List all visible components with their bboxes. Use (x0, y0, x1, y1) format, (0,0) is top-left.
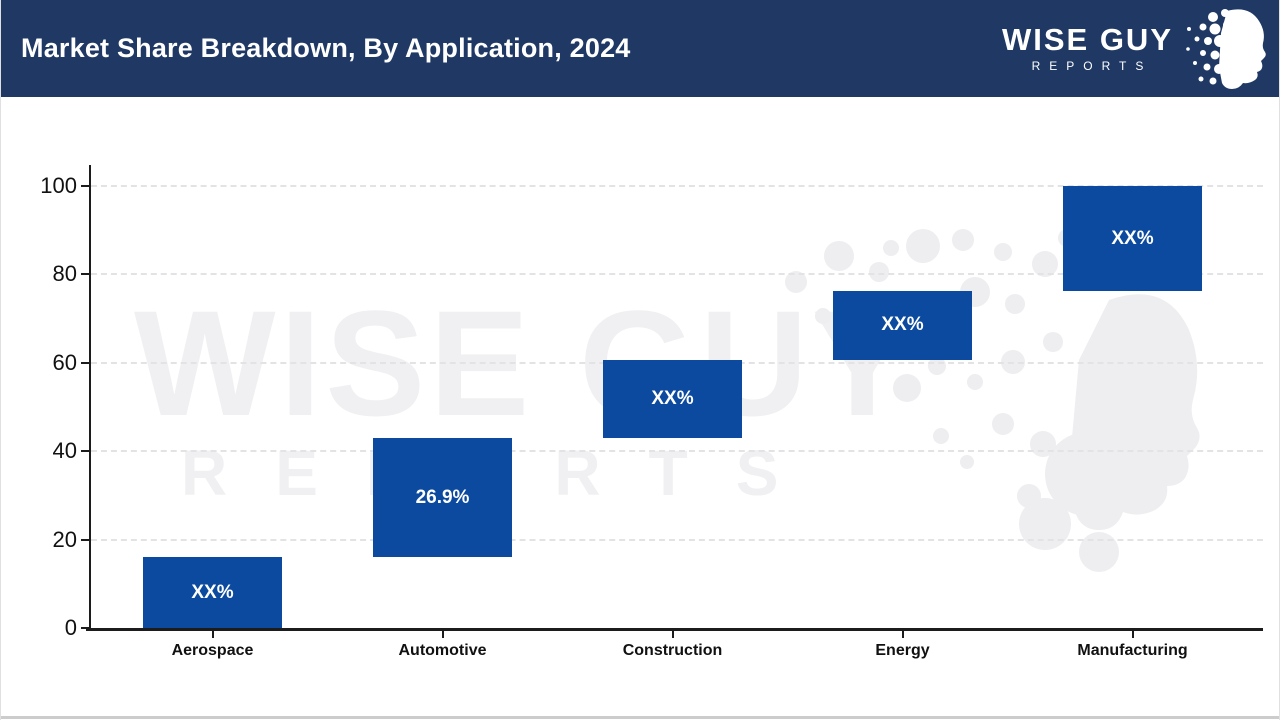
x-axis-tick (901, 631, 904, 638)
bar-value-label: XX% (191, 581, 234, 603)
bar-value-label: XX% (881, 314, 924, 336)
y-gridline (91, 185, 1263, 187)
bar-construction: XX% (603, 360, 742, 439)
x-axis-category-label: Automotive (398, 642, 487, 659)
footer-rule (1, 716, 1279, 719)
y-axis-tick-label: 100 (40, 173, 77, 198)
x-axis-category-label: Manufacturing (1077, 642, 1188, 659)
x-axis-category-label: Energy (875, 642, 930, 659)
y-axis-tick-label: 60 (52, 349, 77, 375)
y-axis-tick (81, 538, 89, 541)
y-gridline (91, 450, 1263, 453)
bar-aerospace: XX% (143, 557, 282, 628)
y-axis-tick (81, 361, 89, 364)
y-axis-tick (81, 273, 89, 276)
wise-guy-logo: WISE GUY REPORTS (1002, 5, 1267, 93)
x-axis-tick (441, 631, 444, 638)
x-axis-line (86, 628, 1263, 631)
logo-wordmark: WISE GUY (1001, 21, 1173, 57)
header-band: Market Share Breakdown, By Application, … (1, 0, 1279, 97)
y-axis-tick (81, 450, 89, 453)
y-gridline (91, 538, 1263, 541)
x-axis-category-label: Construction (622, 642, 723, 659)
bar-automotive: 26.9% (373, 438, 512, 558)
y-axis-tick (81, 627, 89, 629)
logo-head-icon (1186, 8, 1266, 89)
y-axis-tick-label: 80 (52, 261, 77, 287)
x-axis-tick (211, 631, 214, 638)
x-axis-category-label: Aerospace (171, 642, 254, 659)
bar-value-label: XX% (651, 388, 694, 410)
bar-energy: XX% (833, 291, 972, 360)
y-axis-tick-label: 0 (64, 615, 77, 640)
bar-manufacturing: XX% (1063, 186, 1202, 292)
chart-title: Market Share Breakdown, By Application, … (21, 33, 631, 63)
y-axis-tick-label: 40 (52, 438, 77, 464)
x-axis-tick (671, 631, 674, 638)
y-gridline (91, 273, 1263, 276)
x-axis-tick (1131, 631, 1134, 638)
y-axis-tick (81, 185, 89, 187)
logo-text: WISE GUY REPORTS (1001, 21, 1173, 74)
waterfall-chart: 0 20 40 60 80 100 XX% Aerospace 26.9% Automotive X… (1, 97, 1279, 720)
bar-value-label: 26.9% (415, 486, 470, 508)
logo-subtitle: REPORTS (1031, 58, 1153, 73)
y-axis-line (89, 165, 91, 631)
y-axis-tick-label: 20 (52, 526, 77, 552)
bar-value-label: XX% (1111, 227, 1154, 249)
